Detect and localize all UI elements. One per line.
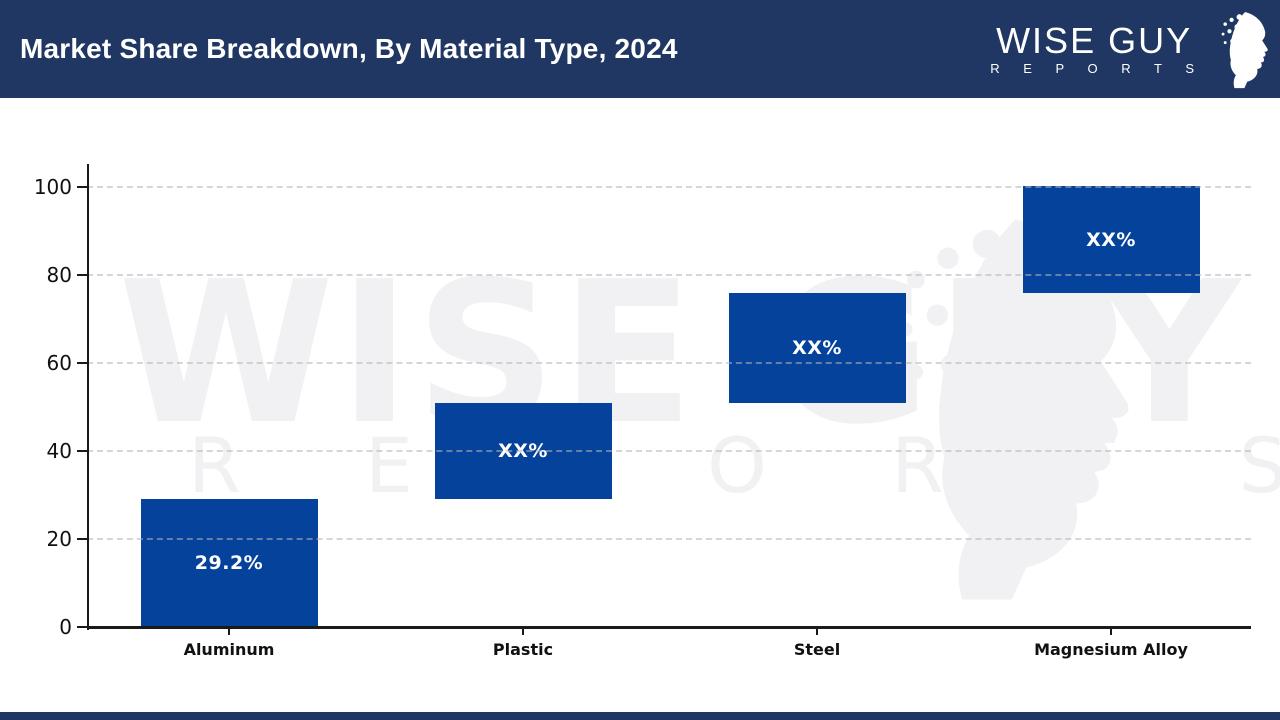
watermark-reports: R E P O R T S: [188, 421, 1280, 510]
header: Market Share Breakdown, By Material Type…: [0, 0, 1280, 98]
watermark-wordmark: WISE GUY: [118, 240, 1245, 468]
bottom-strip: [0, 712, 1280, 720]
watermark-head-icon: [898, 219, 1129, 600]
wiseguy-logo: WISE GUY R E P O R T S: [984, 9, 1270, 89]
head-profile-icon: [1221, 12, 1268, 89]
page-title: Market Share Breakdown, By Material Type…: [20, 33, 678, 64]
wiseguy-logo-text: WISE GUY R E P O R T S: [984, 22, 1204, 76]
logo-subtitle: R E P O R T S: [990, 60, 1204, 76]
logo-wordmark: WISE GUY: [996, 20, 1193, 62]
chart-area: WISE GUY R E P O R T S: [0, 98, 1280, 712]
